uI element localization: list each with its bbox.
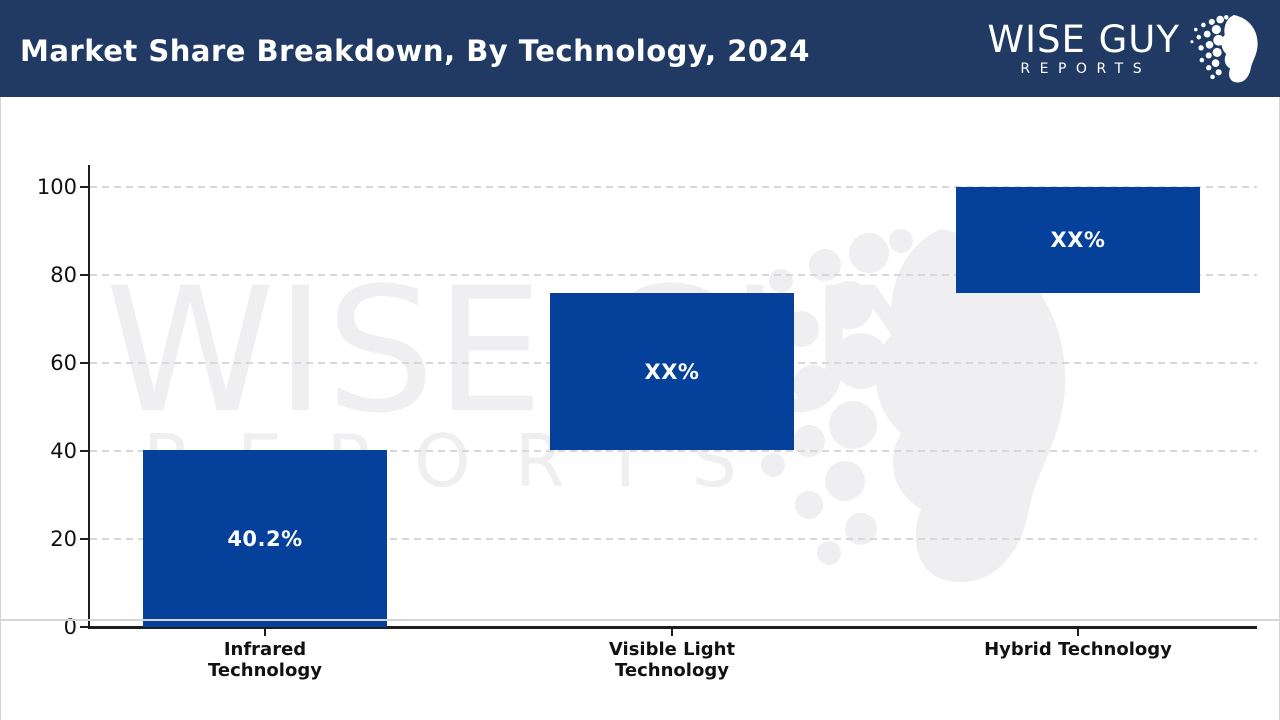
x-category-label: Infrared Technology — [105, 639, 425, 681]
bar-segment: 40.2% — [143, 450, 387, 627]
logo-text: WISE GUY REPORTS — [987, 18, 1180, 78]
bar-segment: XX% — [956, 187, 1200, 294]
gridline — [90, 450, 1257, 452]
bottom-hairline — [0, 619, 1280, 621]
y-tick-mark — [80, 274, 89, 276]
gridline — [90, 274, 1257, 276]
x-category-line: Hybrid Technology — [984, 639, 1172, 660]
logo-subtext: REPORTS — [1020, 61, 1152, 77]
chart-title: Market Share Breakdown, By Technology, 2… — [20, 34, 810, 68]
y-tick-label: 0 — [63, 615, 77, 639]
gridline — [90, 186, 1257, 188]
x-category-label: Visible Light Technology — [512, 639, 832, 681]
logo-face-icon — [1190, 15, 1258, 83]
x-axis-line — [88, 626, 1257, 629]
x-category-line: Visible Light — [608, 639, 736, 660]
y-tick-label: 20 — [50, 527, 77, 551]
bar-value-label: XX% — [644, 359, 700, 384]
y-tick-label: 80 — [50, 263, 77, 287]
x-tick-mark — [671, 629, 673, 636]
bar-value-label: 40.2% — [227, 526, 303, 551]
y-tick-label: 60 — [50, 351, 77, 375]
y-tick-mark — [80, 186, 89, 188]
x-tick-mark — [1077, 629, 1079, 636]
gridline — [90, 538, 1257, 540]
bar-segment: XX% — [550, 293, 794, 451]
x-tick-mark — [264, 629, 266, 636]
x-category-line: Infrared — [223, 639, 307, 660]
x-category-line: Technology — [615, 660, 729, 681]
x-category-label: Hybrid Technology — [918, 639, 1238, 660]
bar-value-label: XX% — [1050, 228, 1106, 253]
chart-body: WISE GUY REPORTS 0 20 40 60 80 100 40.2% XX% XX%… — [0, 97, 1280, 720]
logo-wordmark: WISE GUY — [987, 18, 1180, 61]
y-tick-mark — [80, 538, 89, 540]
y-tick-label: 100 — [36, 175, 77, 199]
y-tick-mark — [80, 362, 89, 364]
y-tick-mark — [80, 450, 89, 452]
wiseguy-logo: WISE GUY REPORTS — [988, 6, 1266, 92]
header-bar: Market Share Breakdown, By Technology, 2… — [0, 0, 1280, 97]
y-tick-mark — [80, 626, 89, 628]
x-category-line: Technology — [208, 660, 322, 681]
y-tick-label: 40 — [50, 439, 77, 463]
plot-area: 0 20 40 60 80 100 40.2% XX% XX% Infrared Technolog… — [1, 97, 1280, 720]
y-axis-line — [88, 165, 90, 628]
